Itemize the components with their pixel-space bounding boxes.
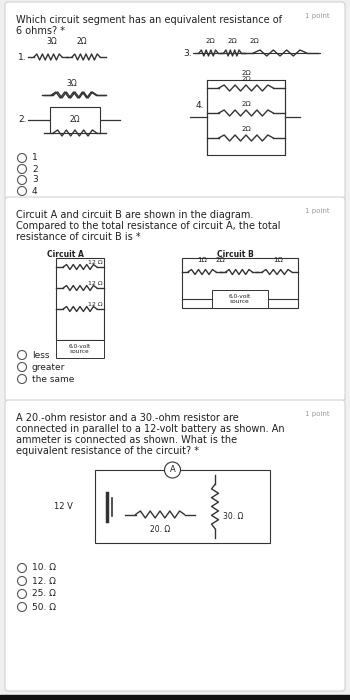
Text: 2Ω: 2Ω: [77, 37, 87, 46]
Text: 2Ω: 2Ω: [227, 38, 237, 44]
Circle shape: [18, 603, 27, 612]
Text: the same: the same: [32, 374, 74, 384]
Text: 3Ω: 3Ω: [66, 79, 77, 88]
Text: A 20.-ohm resistor and a 30.-ohm resistor are: A 20.-ohm resistor and a 30.-ohm resisto…: [16, 413, 239, 423]
Text: 10. Ω: 10. Ω: [32, 564, 56, 573]
Text: 4: 4: [32, 186, 38, 195]
Text: 25. Ω: 25. Ω: [32, 589, 56, 598]
Circle shape: [18, 351, 27, 360]
Text: 1Ω: 1Ω: [197, 257, 207, 263]
Bar: [182, 258, 298, 308]
Text: 6 ohms? *: 6 ohms? *: [16, 26, 65, 36]
Text: A: A: [170, 466, 175, 475]
Bar: [212, 290, 268, 308]
Text: 4.: 4.: [196, 101, 204, 109]
Text: 3: 3: [32, 176, 38, 185]
Circle shape: [18, 564, 27, 573]
Text: 6.0-volt
source: 6.0-volt source: [229, 293, 251, 304]
Text: Circuit A and circuit B are shown in the diagram.: Circuit A and circuit B are shown in the…: [16, 210, 253, 220]
Text: 20. Ω: 20. Ω: [150, 524, 170, 533]
Text: 50. Ω: 50. Ω: [32, 603, 56, 612]
Bar: [50, 107, 100, 133]
Text: resistance of circuit B is *: resistance of circuit B is *: [16, 232, 141, 242]
Text: 12 Ω: 12 Ω: [88, 260, 103, 265]
Text: 2Ω: 2Ω: [70, 116, 80, 125]
Text: 2Ω: 2Ω: [241, 126, 251, 132]
Text: 2Ω: 2Ω: [241, 101, 251, 107]
Text: Circuit A: Circuit A: [47, 250, 83, 259]
Circle shape: [18, 589, 27, 598]
Text: greater: greater: [32, 363, 65, 372]
Text: 2Ω: 2Ω: [249, 38, 259, 44]
Text: connected in parallel to a 12-volt battery as shown. An: connected in parallel to a 12-volt batte…: [16, 424, 285, 434]
Text: 1 point: 1 point: [305, 208, 330, 214]
Text: 3.: 3.: [183, 48, 192, 57]
Bar: [207, 80, 285, 155]
Circle shape: [18, 577, 27, 585]
Bar: [56, 258, 104, 340]
Text: 2.: 2.: [18, 116, 27, 125]
Text: 12 V: 12 V: [54, 502, 73, 511]
Bar: [95, 470, 270, 543]
Text: 1 point: 1 point: [305, 13, 330, 19]
Circle shape: [18, 164, 27, 174]
Text: 12 Ω: 12 Ω: [88, 302, 103, 307]
Text: 12 Ω: 12 Ω: [88, 281, 103, 286]
Circle shape: [18, 186, 27, 195]
Bar: [56, 340, 104, 358]
FancyBboxPatch shape: [5, 197, 345, 401]
Text: less: less: [32, 351, 49, 360]
Text: 1 point: 1 point: [305, 411, 330, 417]
Text: 6.0-volt
source: 6.0-volt source: [69, 344, 91, 354]
Circle shape: [18, 363, 27, 372]
Text: ammeter is connected as shown. What is the: ammeter is connected as shown. What is t…: [16, 435, 237, 445]
FancyBboxPatch shape: [5, 400, 345, 691]
Text: Which circuit segment has an equivalent resistance of: Which circuit segment has an equivalent …: [16, 15, 282, 25]
Text: 12. Ω: 12. Ω: [32, 577, 56, 585]
Circle shape: [164, 462, 181, 478]
Text: 2Ω: 2Ω: [205, 38, 215, 44]
FancyBboxPatch shape: [5, 2, 345, 200]
Text: 1Ω: 1Ω: [273, 257, 283, 263]
Text: 30. Ω: 30. Ω: [223, 512, 243, 521]
Text: 2: 2: [32, 164, 38, 174]
Text: 2Ω: 2Ω: [241, 70, 251, 76]
Text: 1.: 1.: [18, 52, 27, 62]
Circle shape: [18, 374, 27, 384]
Text: 2Ω: 2Ω: [241, 76, 251, 82]
Text: 1: 1: [32, 153, 38, 162]
Text: 2Ω: 2Ω: [215, 257, 225, 263]
Text: equivalent resistance of the circuit? *: equivalent resistance of the circuit? *: [16, 446, 199, 456]
Text: Compared to the total resistance of circuit A, the total: Compared to the total resistance of circ…: [16, 221, 280, 231]
Text: 3Ω: 3Ω: [47, 37, 57, 46]
Circle shape: [18, 176, 27, 185]
Text: Circuit B: Circuit B: [217, 250, 253, 259]
Circle shape: [18, 153, 27, 162]
